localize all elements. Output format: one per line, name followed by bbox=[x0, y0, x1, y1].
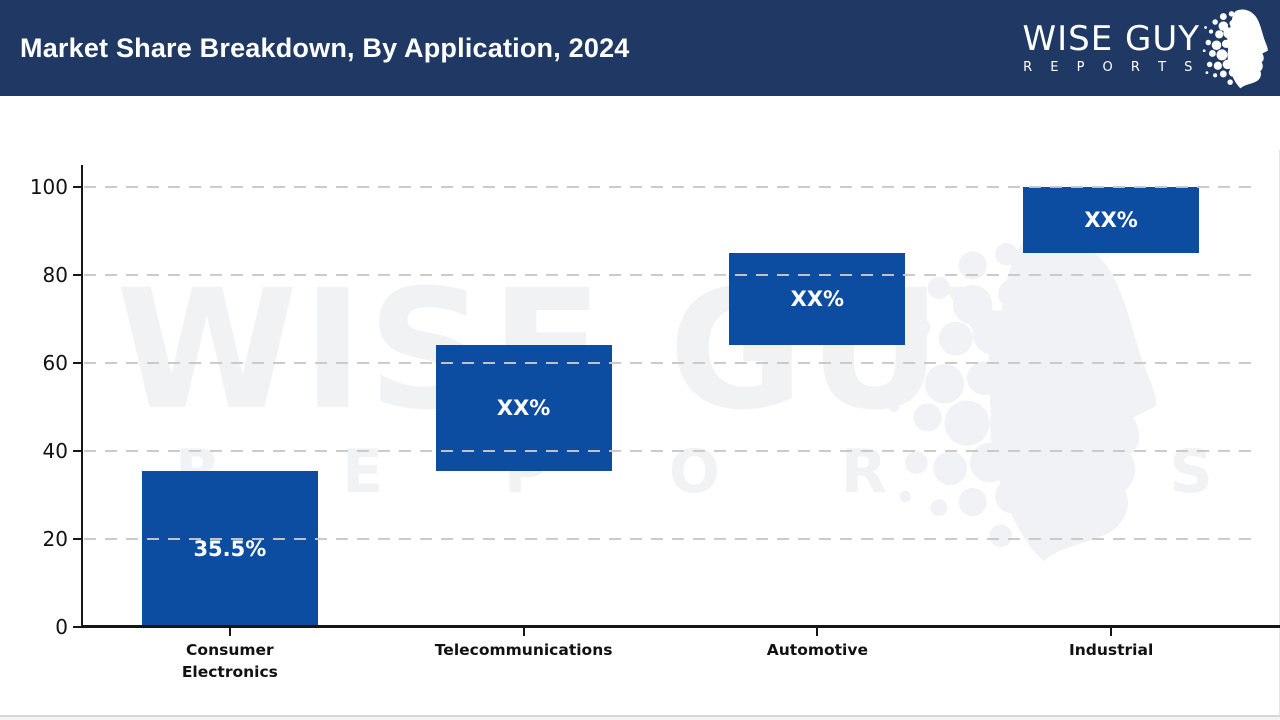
bottom-border bbox=[0, 715, 1280, 717]
bar-value-label: XX% bbox=[1084, 208, 1138, 232]
y-tick-label: 100 bbox=[29, 175, 68, 199]
x-tick-2 bbox=[816, 628, 819, 636]
y-axis-line bbox=[81, 165, 83, 627]
bottom-strip bbox=[0, 717, 1280, 720]
y-tick-60 bbox=[73, 362, 81, 364]
gridline-60 bbox=[84, 362, 1254, 364]
x-tick-1 bbox=[522, 628, 525, 636]
y-tick-label: 60 bbox=[42, 351, 68, 375]
gridline-80 bbox=[84, 274, 1254, 276]
y-tick-label: 20 bbox=[42, 527, 68, 551]
x-tick-3 bbox=[1110, 628, 1113, 636]
bar-value-label: XX% bbox=[790, 287, 845, 312]
y-tick-label: 40 bbox=[42, 439, 68, 463]
x-category-label: Consumer Electronics bbox=[181, 641, 278, 681]
x-category-label: Telecommunications bbox=[434, 641, 613, 659]
wiseguy-logo: WISE GUY R E P O R T S bbox=[1022, 7, 1272, 89]
y-tick-label: 80 bbox=[42, 263, 68, 287]
y-tick-0 bbox=[73, 626, 81, 628]
logo-text: WISE GUY R E P O R T S bbox=[1022, 22, 1200, 74]
y-tick-label: 0 bbox=[55, 615, 68, 639]
x-category-label: Industrial bbox=[1068, 641, 1154, 659]
x-tick-0 bbox=[228, 628, 231, 636]
y-tick-20 bbox=[73, 538, 81, 540]
logo-subtitle: R E P O R T S bbox=[1023, 60, 1200, 75]
gridline-100 bbox=[84, 186, 1254, 188]
gridline-40 bbox=[84, 450, 1254, 452]
bar-telecommunications: XX% bbox=[435, 345, 612, 471]
x-axis-line bbox=[81, 625, 1280, 628]
bar-industrial: XX% bbox=[1023, 187, 1200, 253]
y-tick-80 bbox=[73, 274, 81, 276]
bar-value-label: 35.5% bbox=[193, 536, 267, 561]
bar-value-label: XX% bbox=[496, 396, 551, 421]
page-title: Market Share Breakdown, By Application, … bbox=[20, 32, 630, 63]
y-tick-40 bbox=[73, 450, 81, 452]
bar-consumer-electronics: 35.5% bbox=[141, 470, 318, 627]
x-category-label: Automotive bbox=[766, 641, 868, 659]
gridline-20 bbox=[84, 538, 1254, 540]
y-tick-100 bbox=[73, 186, 81, 188]
logo-name: WISE GUY bbox=[1022, 19, 1200, 59]
logo-face-icon bbox=[1202, 7, 1272, 89]
watermark-face-icon bbox=[888, 226, 1170, 564]
header: Market Share Breakdown, By Application, … bbox=[0, 0, 1280, 96]
bar-automotive: XX% bbox=[729, 253, 906, 346]
